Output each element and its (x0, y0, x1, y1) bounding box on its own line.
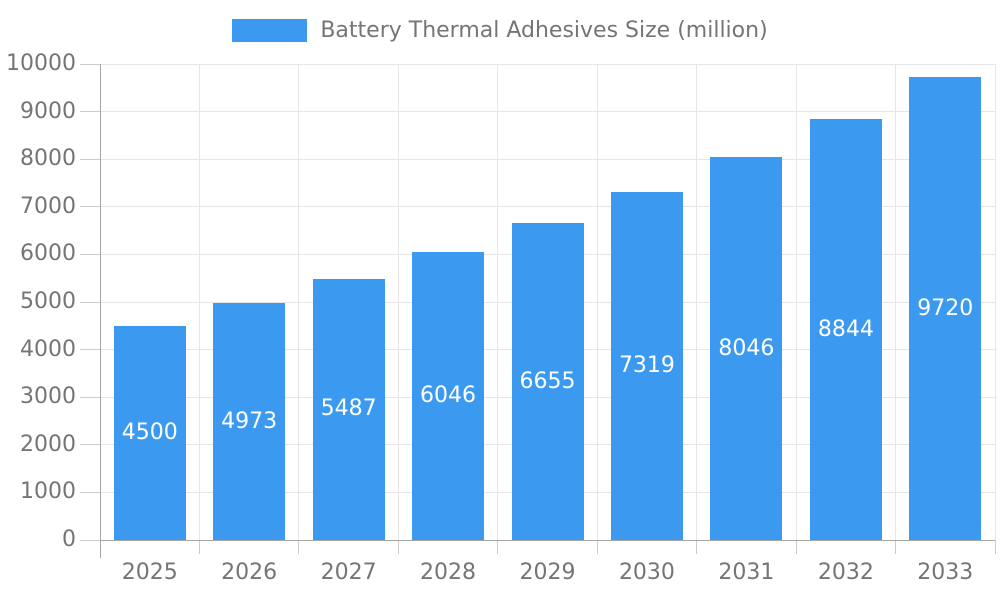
y-axis-tick-label: 1000 (20, 479, 76, 505)
y-axis-tick (80, 206, 100, 208)
x-axis-tick (298, 540, 300, 554)
gridline-vertical (298, 64, 300, 540)
x-axis-tick-label: 2026 (221, 560, 278, 585)
y-axis-tick (80, 444, 100, 446)
y-axis-tick-label: 6000 (20, 241, 76, 267)
y-axis-line (99, 64, 101, 558)
gridline-vertical (994, 64, 996, 540)
gridline-horizontal (100, 111, 995, 113)
gridline-vertical (895, 64, 897, 540)
y-axis-tick-label: 10000 (6, 51, 76, 76)
bar[interactable] (809, 119, 882, 540)
y-axis-tick (80, 253, 100, 255)
x-axis-tick (596, 540, 598, 554)
bar[interactable] (412, 252, 485, 540)
y-axis-tick-label: 8000 (20, 146, 76, 172)
bar[interactable] (511, 223, 584, 540)
gridline-vertical (795, 64, 797, 540)
bar[interactable] (610, 191, 683, 540)
x-axis-tick-label: 2031 (718, 560, 775, 585)
x-axis-line (100, 539, 995, 541)
gridline-vertical (198, 64, 200, 540)
x-axis-tick-label: 2032 (817, 560, 874, 585)
gridline-horizontal (100, 206, 995, 208)
bar[interactable] (312, 278, 385, 540)
x-axis-tick-label: 2029 (519, 560, 576, 585)
y-axis-tick-label: 7000 (20, 193, 76, 219)
y-axis-tick-label: 5000 (20, 289, 76, 314)
y-axis-tick (80, 301, 100, 303)
y-axis-tick (80, 111, 100, 113)
y-axis-tick (80, 63, 100, 65)
bar[interactable] (909, 77, 982, 540)
x-axis-tick (198, 540, 200, 554)
y-axis-tick-label: 4000 (20, 336, 76, 362)
x-axis-tick (397, 540, 399, 554)
x-axis-tick (795, 540, 797, 554)
gridline-vertical (397, 64, 399, 540)
x-axis-tick-label: 2033 (917, 560, 974, 585)
gridline-horizontal (100, 63, 995, 65)
x-axis-tick-label: 2027 (320, 560, 377, 585)
x-axis-tick-label: 2028 (420, 560, 477, 585)
x-axis-tick (994, 540, 996, 554)
gridline-vertical (696, 64, 698, 540)
y-axis-tick (80, 158, 100, 160)
legend-swatch-icon (232, 19, 308, 42)
legend-label: Battery Thermal Adhesives Size (million) (320, 18, 768, 43)
x-axis-tick (696, 540, 698, 554)
gridline-vertical (596, 64, 598, 540)
y-axis-tick-label: 9000 (20, 98, 76, 124)
y-axis-tick-label: 2000 (20, 431, 76, 457)
gridline-vertical (497, 64, 499, 540)
x-axis-tick-label: 2030 (618, 560, 675, 585)
bar[interactable] (113, 325, 186, 540)
x-axis-tick-label: 2025 (121, 560, 178, 585)
x-axis-tick (497, 540, 499, 554)
y-axis-tick (80, 491, 100, 493)
bar[interactable] (710, 157, 783, 540)
x-axis-tick (895, 540, 897, 554)
gridline-horizontal (100, 158, 995, 160)
y-axis-tick-label: 0 (62, 527, 76, 552)
y-axis-tick (80, 539, 100, 541)
y-axis-tick (80, 349, 100, 351)
bar[interactable] (213, 303, 286, 540)
legend[interactable]: Battery Thermal Adhesives Size (million) (0, 18, 1000, 43)
y-axis-tick-label: 3000 (20, 384, 76, 410)
y-axis-tick (80, 396, 100, 398)
